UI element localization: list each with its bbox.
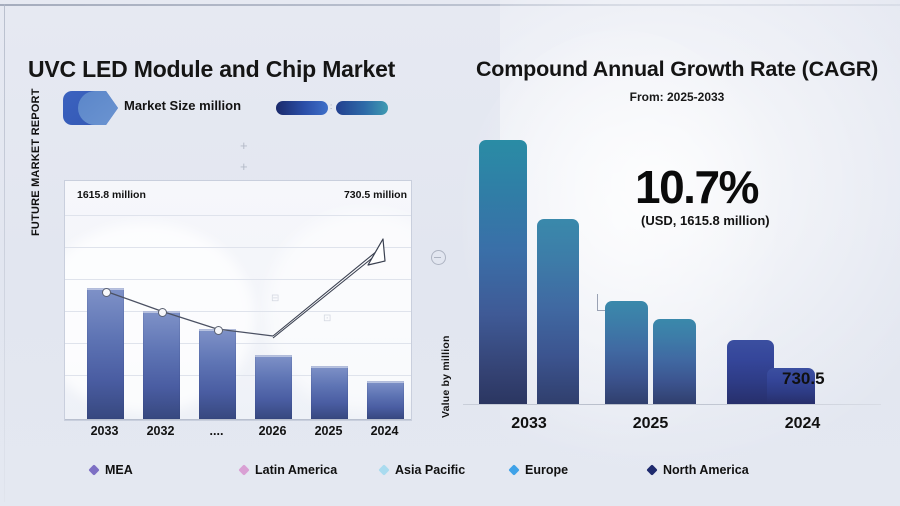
right-bar-2025-primary <box>605 301 648 404</box>
legend-color-swatch-icon <box>646 464 658 476</box>
left-chart-point-marker <box>102 288 111 297</box>
left-bar-2032 <box>143 311 180 419</box>
legend-item-asia-pacific[interactable]: Asia Pacific <box>378 463 466 477</box>
left-bar-2024 <box>367 381 404 419</box>
right-x-label-2024: 2024 <box>784 415 821 432</box>
left-chart-annotation-min: 730.5 million <box>343 189 407 201</box>
right-bar-2025-secondary <box>653 319 696 404</box>
right-chart-x-axis <box>463 403 881 405</box>
left-chart-faint-glyph: ⊡ <box>323 313 332 324</box>
left-chart-y-axis-label: FUTURE MARKET REPORT <box>30 88 42 236</box>
left-bar-dots <box>199 329 236 419</box>
legend-pill-secondary <box>336 101 388 115</box>
right-bar-2024-secondary <box>767 368 815 404</box>
plus-mark-icon: + <box>240 138 248 153</box>
left-bar-chart: 1615.8 million 730.5 million ⊟ ⊡ <box>64 180 412 421</box>
left-chart-faint-glyph: ⊟ <box>271 293 280 304</box>
minus-circle-icon <box>431 250 446 265</box>
left-chart-point-marker <box>214 326 223 335</box>
legend-item-europe[interactable]: Europe <box>508 463 569 477</box>
x-label-2024: 2024 <box>370 424 399 438</box>
legend-label: Asia Pacific <box>395 463 466 477</box>
right-bar-2033-secondary <box>537 219 579 404</box>
right-bar-2024-value-label: 730.5 <box>782 369 825 388</box>
x-label-2026: 2026 <box>258 424 287 438</box>
legend-pill-primary <box>276 101 328 115</box>
x-label-2025: 2025 <box>314 424 343 438</box>
right-bar-chart: 2033 2025 730.5 2024 <box>455 140 885 435</box>
legend-label: North America <box>663 463 749 477</box>
legend-label: Europe <box>525 463 569 477</box>
hexagon-logo-icon <box>63 91 118 125</box>
legend-item-north-america[interactable]: North America <box>646 463 749 477</box>
left-chart-point-marker <box>158 308 167 317</box>
right-x-label-2033: 2033 <box>511 415 547 432</box>
legend-pill-separator: : <box>330 102 333 111</box>
market-size-series-label: Market Size million <box>124 98 242 113</box>
legend-item-latin-america[interactable]: Latin America <box>238 463 338 477</box>
right-bar-2033-primary <box>479 140 527 404</box>
cagr-usd-note: (USD, 1615.8 million) <box>641 213 770 228</box>
legend-color-swatch-icon <box>88 464 100 476</box>
x-label-2032: 2032 <box>146 424 175 438</box>
cagr-percentage: 10.7% <box>635 161 759 213</box>
right-x-label-2025: 2025 <box>632 415 669 432</box>
plus-mark-icon: + <box>240 159 248 174</box>
background-left-border <box>4 4 5 502</box>
left-panel-title: UVC LED Module and Chip Market <box>28 56 396 82</box>
left-chart-value-axis-label: Value by million <box>440 335 452 418</box>
left-chart-annotation-max: 1615.8 million <box>77 189 146 201</box>
x-label-2033: 2033 <box>90 424 119 438</box>
legend-color-swatch-icon <box>378 464 390 476</box>
legend-label: Latin America <box>255 463 338 477</box>
legend-label: MEA <box>105 463 133 477</box>
legend-color-swatch-icon <box>238 464 250 476</box>
region-legend: MEA Latin America Asia Pacific Europe No… <box>70 463 830 485</box>
legend-color-swatch-icon <box>508 464 520 476</box>
left-chart-x-labels: 2033 2032 .... 2026 2025 2024 <box>64 424 410 444</box>
background-top-border <box>0 4 900 6</box>
left-bar-2026 <box>255 355 292 419</box>
left-chart-trend-line <box>104 238 386 339</box>
x-label-ellipsis: .... <box>209 424 224 438</box>
right-bar-2024-primary <box>727 340 774 404</box>
left-chart-x-axis <box>65 419 411 420</box>
legend-item-mea[interactable]: MEA <box>88 463 133 477</box>
left-bar-2025 <box>311 366 348 419</box>
right-panel-title: Compound Annual Growth Rate (CAGR) <box>475 57 879 81</box>
right-panel-subtitle: From: 2025-2033 <box>629 90 725 104</box>
